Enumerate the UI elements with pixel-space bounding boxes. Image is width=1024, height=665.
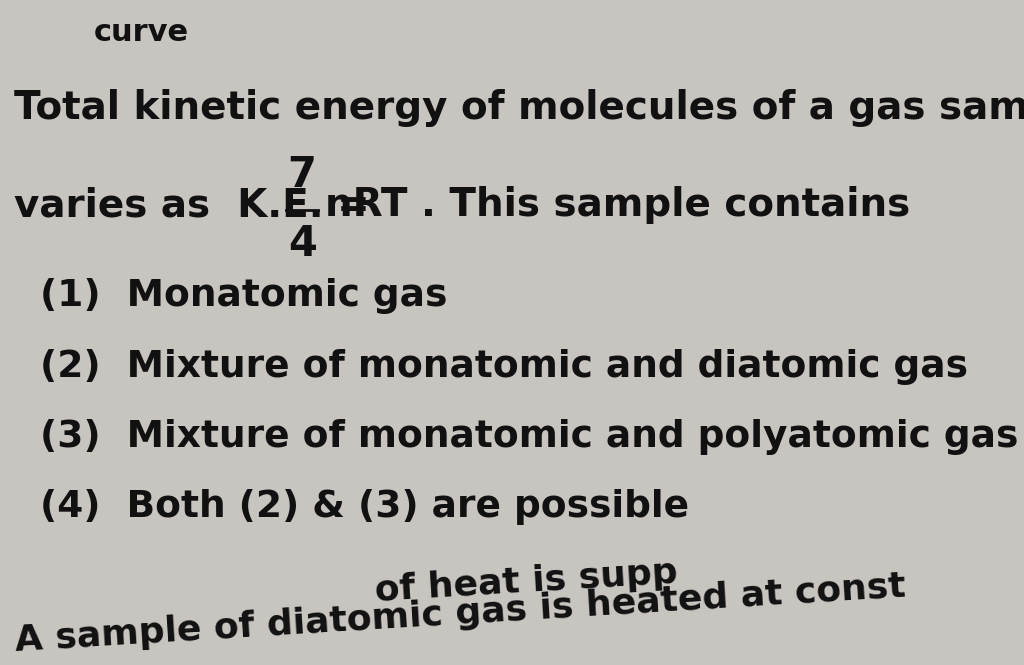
Text: (4)  Both (2) & (3) are possible: (4) Both (2) & (3) are possible [40, 489, 689, 525]
Text: A sample of diatomic gas is heated at const: A sample of diatomic gas is heated at co… [14, 570, 907, 658]
Text: 4: 4 [288, 223, 316, 265]
Text: curve: curve [93, 19, 188, 47]
Text: Total kinetic energy of molecules of a gas sample: Total kinetic energy of molecules of a g… [14, 88, 1024, 126]
Text: nRT . This sample contains: nRT . This sample contains [326, 186, 910, 225]
Text: (1)  Monatomic gas: (1) Monatomic gas [40, 278, 446, 314]
Text: 7: 7 [288, 154, 316, 196]
Text: of heat is supp: of heat is supp [374, 556, 679, 608]
Text: (3)  Mixture of monatomic and polyatomic gas: (3) Mixture of monatomic and polyatomic … [40, 419, 1018, 455]
Text: (2)  Mixture of monatomic and diatomic gas: (2) Mixture of monatomic and diatomic ga… [40, 348, 968, 384]
Text: varies as  K.E. =: varies as K.E. = [14, 186, 384, 225]
